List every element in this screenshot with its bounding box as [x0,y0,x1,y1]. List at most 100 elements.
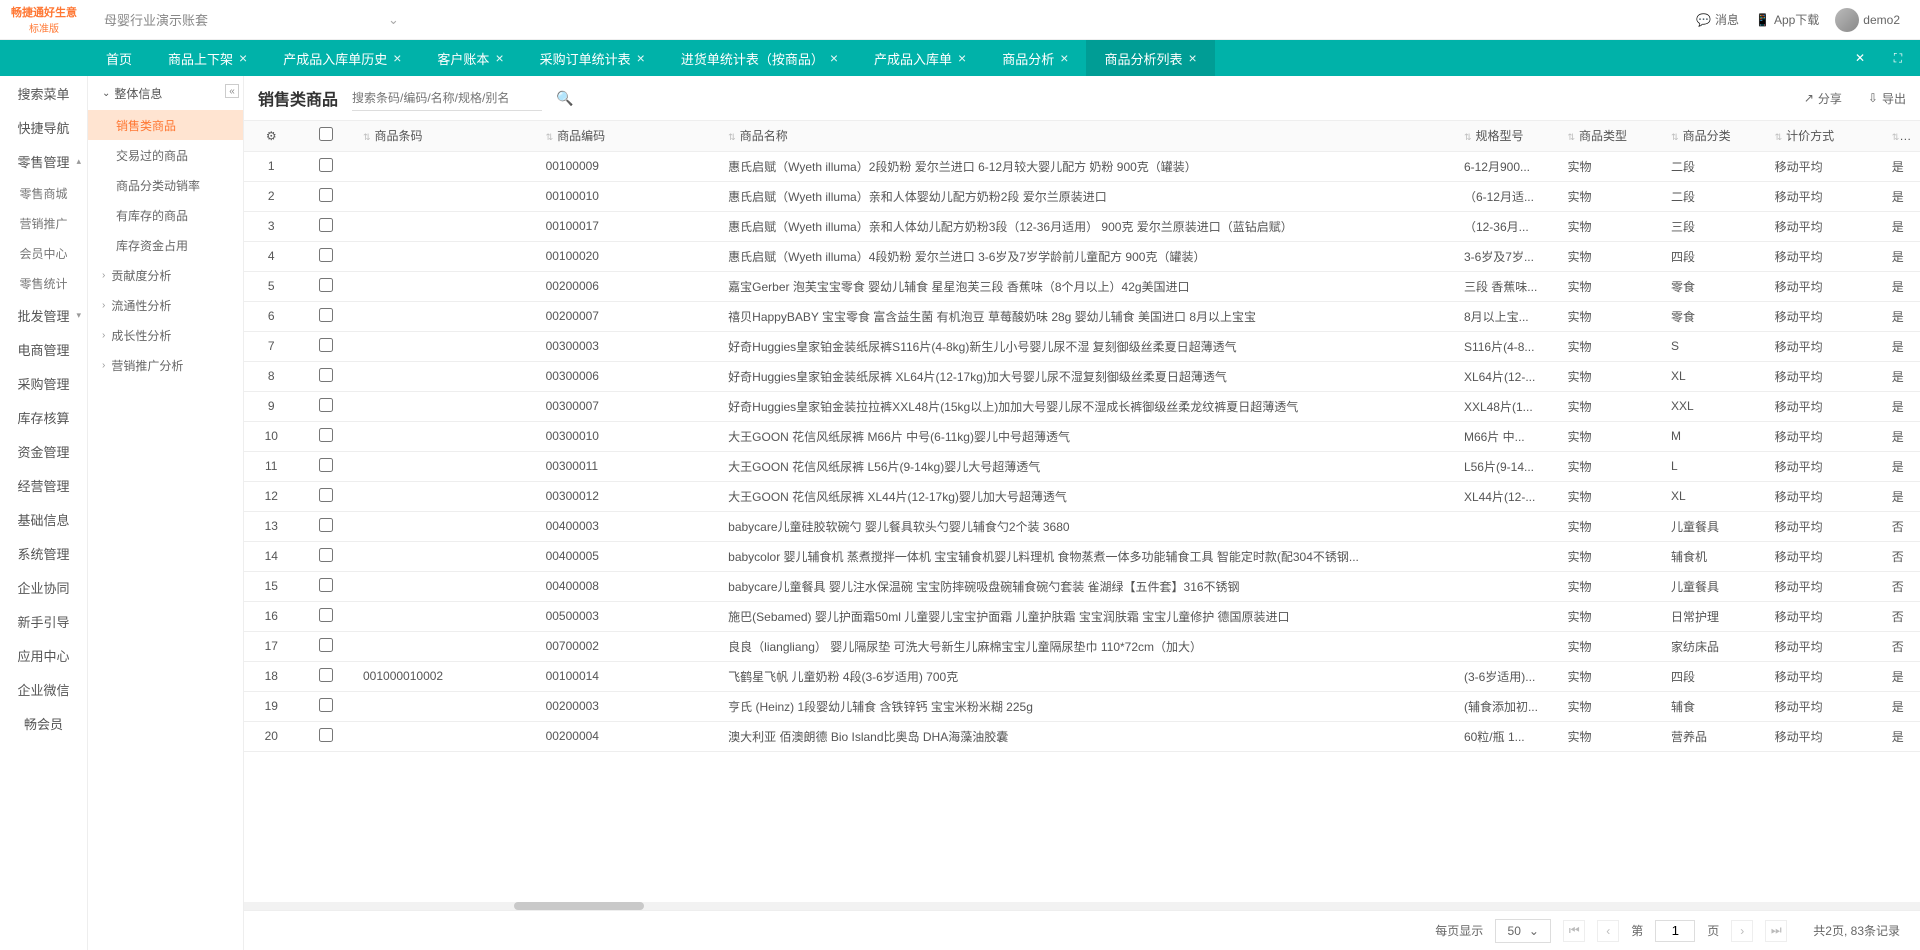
row-checkbox[interactable] [319,368,333,382]
table-row[interactable]: 1000300010大王GOON 花信风纸尿裤 M66片 中号(6-11kg)婴… [244,421,1920,451]
table-row[interactable]: 700300003好奇Huggies皇家铂金装纸尿裤S116片(4-8kg)新生… [244,331,1920,361]
row-checkbox[interactable] [319,668,333,682]
close-all-tabs-icon[interactable]: ✕ [1848,51,1872,65]
select-all-checkbox[interactable] [319,127,333,141]
tab-产成品入库单[interactable]: 产成品入库单× [856,40,984,76]
table-row[interactable]: 1100300011大王GOON 花信风纸尿裤 L56片(9-14kg)婴儿大号… [244,451,1920,481]
row-checkbox[interactable] [319,398,333,412]
sidebar-subitem-零售统计[interactable]: 零售统计 [0,268,87,298]
panel2-item-销售类商品[interactable]: 销售类商品 [88,110,243,140]
last-page-button[interactable]: ⏭ [1765,920,1787,942]
row-checkbox[interactable] [319,698,333,712]
row-checkbox[interactable] [319,548,333,562]
sidebar-subitem-会员中心[interactable]: 会员中心 [0,238,87,268]
col-code[interactable]: ⇅商品编码 [536,121,719,151]
collapse-panel-icon[interactable]: « [225,84,239,98]
col-spec[interactable]: ⇅规格型号 [1454,121,1558,151]
sidebar-item-零售管理[interactable]: 零售管理 [0,144,87,178]
account-selector[interactable]: 母婴行业演示账套 ⌄ [104,10,399,29]
table-row[interactable]: 1300400003babycare儿童硅胶软碗勺 婴儿餐具软头勺婴儿辅食勺2个… [244,511,1920,541]
sidebar-item-畅会员[interactable]: 畅会员 [0,706,87,740]
sidebar-item-系统管理[interactable]: 系统管理 [0,536,87,570]
panel2-item-交易过的商品[interactable]: 交易过的商品 [88,140,243,170]
table-row[interactable]: 1200300012大王GOON 花信风纸尿裤 XL44片(12-17kg)婴儿… [244,481,1920,511]
table-row[interactable]: 100100009惠氏启赋（Wyeth illuma）2段奶粉 爱尔兰进口 6-… [244,151,1920,181]
row-checkbox[interactable] [319,308,333,322]
sidebar-item-资金管理[interactable]: 资金管理 [0,434,87,468]
table-row[interactable]: 500200006嘉宝Gerber 泡芙宝宝零食 婴幼儿辅食 星星泡芙三段 香蕉… [244,271,1920,301]
table-row[interactable]: 1700700002良良（liangliang） 婴儿隔尿垫 可洗大号新生儿麻棉… [244,631,1920,661]
gear-column-header[interactable]: ⚙ [244,121,299,151]
table-scroll-area[interactable]: ⚙ ⇅商品条码 ⇅商品编码 ⇅商品名称 ⇅规格型号 ⇅商品类型 ⇅商品分类 ⇅计… [244,120,1920,902]
sidebar-subitem-营销推广[interactable]: 营销推广 [0,208,87,238]
tab-产成品入库单历史[interactable]: 产成品入库单历史× [265,40,419,76]
panel2-item-商品分类动销率[interactable]: 商品分类动销率 [88,170,243,200]
sidebar-item-批发管理[interactable]: 批发管理 [0,298,87,332]
tab-商品分析[interactable]: 商品分析× [984,40,1086,76]
col-price[interactable]: ⇅计价方式 [1765,121,1882,151]
tab-客户账本[interactable]: 客户账本× [419,40,521,76]
row-checkbox[interactable] [319,188,333,202]
sidebar-item-搜索菜单[interactable]: 搜索菜单 [0,76,87,110]
row-checkbox[interactable] [319,218,333,232]
close-icon[interactable]: × [239,50,247,66]
close-icon[interactable]: × [958,50,966,66]
table-row[interactable]: 400100020惠氏启赋（Wyeth illuma）4段奶粉 爱尔兰进口 3-… [244,241,1920,271]
close-icon[interactable]: × [1060,50,1068,66]
row-checkbox[interactable] [319,608,333,622]
table-row[interactable]: 2000200004澳大利亚 佰澳朗德 Bio Island比奥岛 DHA海藻油… [244,721,1920,751]
tab-进货单统计表（按商品）[interactable]: 进货单统计表（按商品）× [663,40,856,76]
sidebar-item-经营管理[interactable]: 经营管理 [0,468,87,502]
close-icon[interactable]: × [495,50,503,66]
row-checkbox[interactable] [319,518,333,532]
share-button[interactable]: ↗ 分享 [1804,90,1842,107]
row-checkbox[interactable] [319,488,333,502]
col-wholesale[interactable]: ⇅批 [1882,121,1920,151]
sidebar-item-快捷导航[interactable]: 快捷导航 [0,110,87,144]
close-icon[interactable]: × [393,50,401,66]
sidebar-item-应用中心[interactable]: 应用中心 [0,638,87,672]
col-barcode[interactable]: ⇅商品条码 [353,121,536,151]
panel2-item-营销推广分析[interactable]: ›营销推广分析 [88,350,243,380]
table-row[interactable]: 900300007好奇Huggies皇家铂金装拉拉裤XXL48片(15kg以上)… [244,391,1920,421]
search-input[interactable] [352,85,542,111]
sidebar-item-新手引导[interactable]: 新手引导 [0,604,87,638]
page-number-input[interactable] [1655,920,1695,942]
sidebar-item-企业微信[interactable]: 企业微信 [0,672,87,706]
col-cat[interactable]: ⇅商品分类 [1661,121,1765,151]
next-page-button[interactable]: › [1731,920,1753,942]
table-row[interactable]: 1600500003施巴(Sebamed) 婴儿护面霜50ml 儿童婴儿宝宝护面… [244,601,1920,631]
table-row[interactable]: 300100017惠氏启赋（Wyeth illuma）亲和人体幼儿配方奶粉3段（… [244,211,1920,241]
row-checkbox[interactable] [319,458,333,472]
table-row[interactable]: 1500400008babycare儿童餐具 婴儿注水保温碗 宝宝防摔碗吸盘碗辅… [244,571,1920,601]
panel2-section-title[interactable]: ⌄ 整体信息 [88,76,243,110]
search-icon[interactable]: 🔍 [556,90,573,107]
col-type[interactable]: ⇅商品类型 [1558,121,1662,151]
row-checkbox[interactable] [319,578,333,592]
panel2-item-成长性分析[interactable]: ›成长性分析 [88,320,243,350]
table-row[interactable]: 1900200003亨氏 (Heinz) 1段婴幼儿辅食 含铁锌钙 宝宝米粉米糊… [244,691,1920,721]
horizontal-scrollbar[interactable] [244,902,1920,910]
panel2-item-库存资金占用[interactable]: 库存资金占用 [88,230,243,260]
row-checkbox[interactable] [319,638,333,652]
sidebar-item-库存核算[interactable]: 库存核算 [0,400,87,434]
first-page-button[interactable]: ⏮ [1563,920,1585,942]
table-row[interactable]: 800300006好奇Huggies皇家铂金装纸尿裤 XL64片(12-17kg… [244,361,1920,391]
prev-page-button[interactable]: ‹ [1597,920,1619,942]
sidebar-item-电商管理[interactable]: 电商管理 [0,332,87,366]
sidebar-subitem-零售商城[interactable]: 零售商城 [0,178,87,208]
per-page-select[interactable]: 50 ⌄ [1495,919,1551,943]
sidebar-item-采购管理[interactable]: 采购管理 [0,366,87,400]
export-button[interactable]: ⇩ 导出 [1868,90,1906,107]
table-row[interactable]: 1800100001000200100014飞鹤星飞帆 儿童奶粉 4段(3-6岁… [244,661,1920,691]
app-download-link[interactable]: 📱 App下载 [1755,11,1819,28]
sidebar-item-基础信息[interactable]: 基础信息 [0,502,87,536]
table-row[interactable]: 200100010惠氏启赋（Wyeth illuma）亲和人体婴幼儿配方奶粉2段… [244,181,1920,211]
row-checkbox[interactable] [319,248,333,262]
panel2-item-流通性分析[interactable]: ›流通性分析 [88,290,243,320]
user-menu[interactable]: demo2 [1835,8,1900,32]
tab-商品分析列表[interactable]: 商品分析列表× [1086,40,1214,76]
table-row[interactable]: 600200007禧贝HappyBABY 宝宝零食 富含益生菌 有机泡豆 草莓酸… [244,301,1920,331]
row-checkbox[interactable] [319,428,333,442]
close-icon[interactable]: × [637,50,645,66]
